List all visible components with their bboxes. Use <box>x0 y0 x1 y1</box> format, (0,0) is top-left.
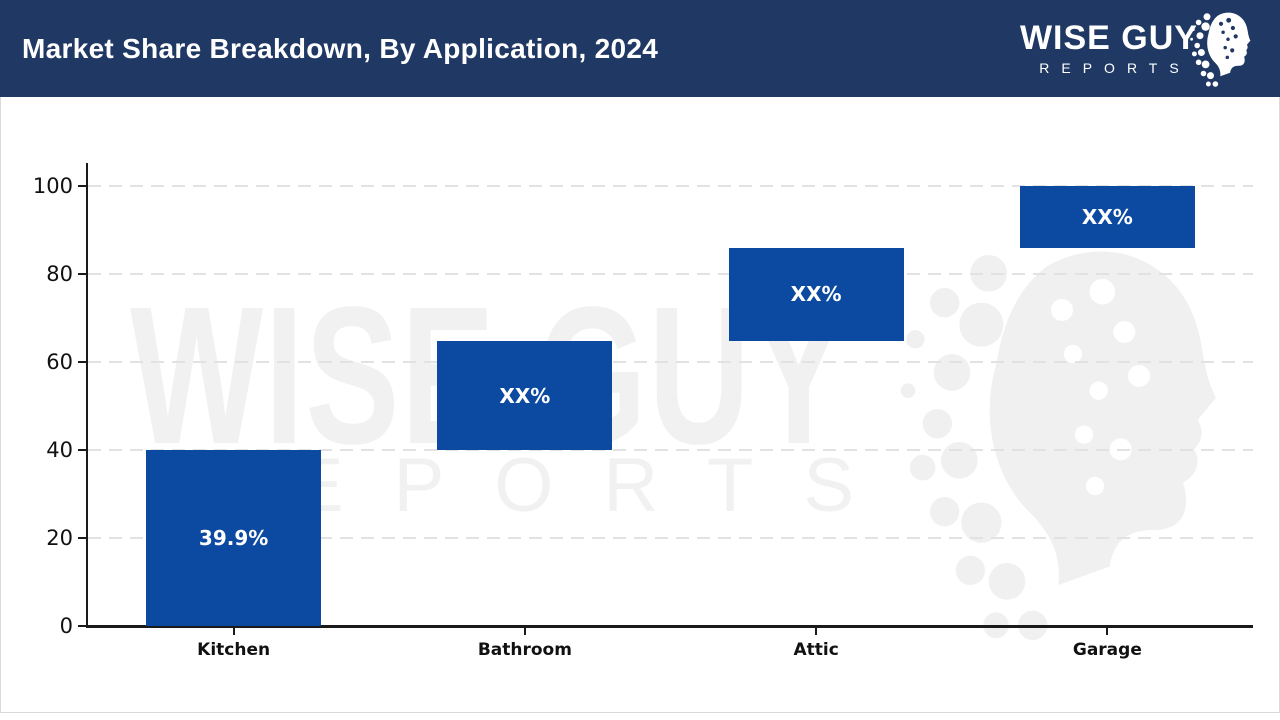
x-category-label: Attic <box>793 640 839 660</box>
y-tick-mark <box>78 273 87 275</box>
y-tick-mark <box>78 449 87 451</box>
y-tick-label: 0 <box>59 614 73 638</box>
bar: 39.9% <box>146 450 322 626</box>
bar: XX% <box>437 340 613 451</box>
x-axis-line <box>86 625 1253 628</box>
gridline <box>88 273 1253 275</box>
bar-value-label: XX% <box>790 282 842 307</box>
y-tick-mark <box>78 361 87 363</box>
chart-title: Market Share Breakdown, By Application, … <box>22 32 659 64</box>
y-tick-label: 20 <box>46 526 73 550</box>
y-tick-mark <box>78 185 87 187</box>
x-category-label: Garage <box>1072 640 1142 660</box>
logo-text: WISE GUY REPORTS <box>1020 21 1198 76</box>
y-tick-label: 80 <box>46 262 73 286</box>
gridline <box>88 537 1253 539</box>
bar-value-label: 39.9% <box>198 526 269 551</box>
y-tick-label: 100 <box>32 174 73 198</box>
logo-wordmark: WISE GUY <box>1019 19 1198 57</box>
bar: XX% <box>1019 186 1195 249</box>
y-tick-label: 60 <box>46 350 73 374</box>
x-tick-mark <box>232 628 235 635</box>
x-tick-mark <box>1106 628 1109 635</box>
x-category-label: Bathroom <box>477 640 572 660</box>
y-axis-line <box>86 163 88 626</box>
bar-value-label: XX% <box>499 383 551 408</box>
y-tick-mark <box>78 537 87 539</box>
gridline <box>88 361 1253 363</box>
x-category-label: Kitchen <box>197 640 271 660</box>
wiseguy-logo: WISE GUY REPORTS <box>1020 7 1258 91</box>
wiseguy-head-icon <box>1190 12 1251 87</box>
bar-value-label: XX% <box>1081 205 1133 230</box>
bar: XX% <box>728 248 904 341</box>
x-tick-mark <box>815 628 818 635</box>
header-bar: Market Share Breakdown, By Application, … <box>0 0 1280 97</box>
logo-subtext: REPORTS <box>1039 60 1191 76</box>
gridline <box>88 449 1253 451</box>
y-tick-label: 40 <box>46 438 73 462</box>
y-tick-mark <box>78 625 87 627</box>
gridline <box>88 185 1253 187</box>
x-tick-mark <box>523 628 526 635</box>
